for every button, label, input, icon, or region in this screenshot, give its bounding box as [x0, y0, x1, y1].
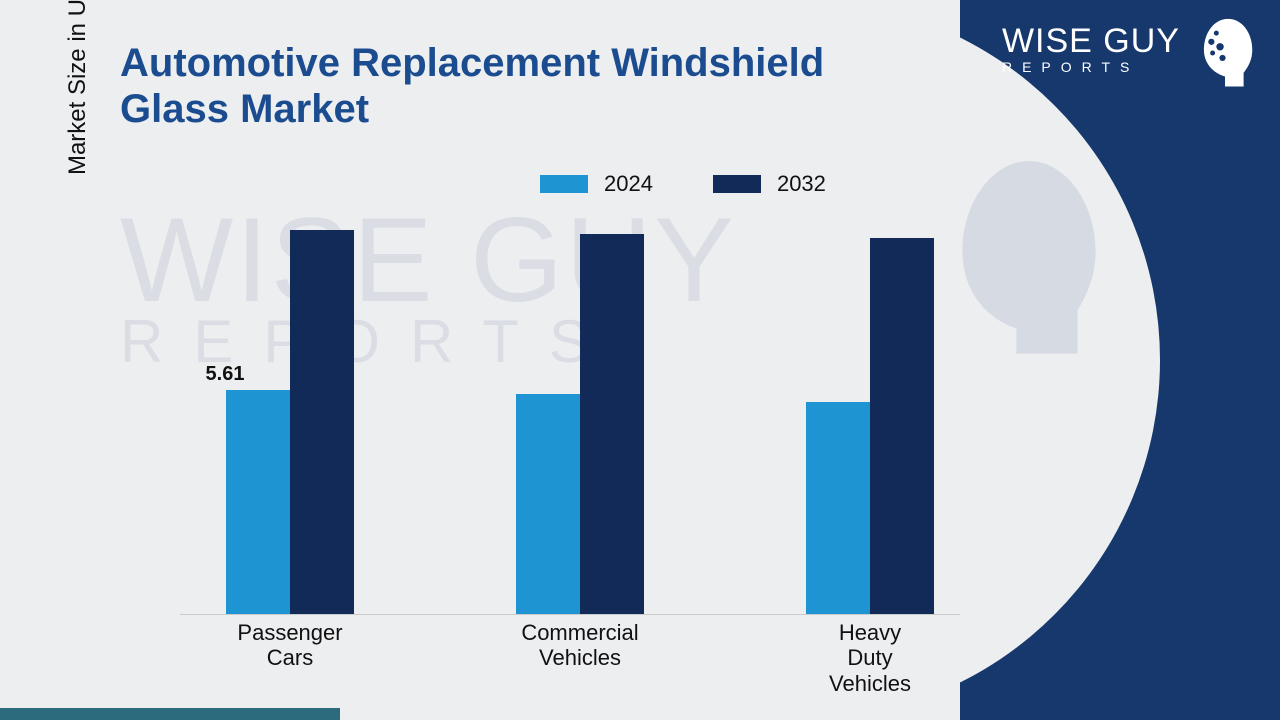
bar-group: HeavyDutyVehicles — [780, 238, 960, 614]
x-axis-label: CommercialVehicles — [480, 614, 680, 671]
page-root: WISE GUY REPORTS Automotive Replacement … — [0, 0, 1280, 720]
bar-value-label: 5.61 — [190, 363, 260, 386]
legend-label-2024: 2024 — [604, 171, 653, 197]
legend-item-2024: 2024 — [540, 171, 653, 197]
chart-area: Market Size in USD Billion 2024 2032 5.6… — [80, 175, 960, 665]
brand-head-icon — [1194, 14, 1256, 92]
chart-plot: 5.61PassengerCars CommercialVehicles Heavy… — [180, 215, 960, 615]
bar — [290, 230, 354, 614]
chart-title: Automotive Replacement Windshield Glass … — [120, 40, 880, 132]
x-axis-label: HeavyDutyVehicles — [770, 614, 970, 696]
bar — [580, 234, 644, 614]
bar — [806, 402, 870, 614]
legend-swatch-2024 — [540, 175, 588, 193]
bar-group: 5.61PassengerCars — [200, 230, 380, 614]
brand-line2: REPORTS — [1002, 59, 1180, 75]
accent-bar — [0, 708, 340, 720]
brand-line1: WISE GUY — [1002, 22, 1180, 61]
brand-logo-text: WISE GUY REPORTS — [1002, 22, 1180, 75]
legend-swatch-2032 — [713, 175, 761, 193]
bar — [516, 394, 580, 614]
x-axis-label: PassengerCars — [190, 614, 390, 671]
bar — [226, 390, 290, 614]
bar — [870, 238, 934, 614]
legend-label-2032: 2032 — [777, 171, 826, 197]
y-axis-label: Market Size in USD Billion — [64, 0, 92, 235]
chart-legend: 2024 2032 — [540, 171, 826, 197]
bar-group: CommercialVehicles — [490, 234, 670, 614]
legend-item-2032: 2032 — [713, 171, 826, 197]
